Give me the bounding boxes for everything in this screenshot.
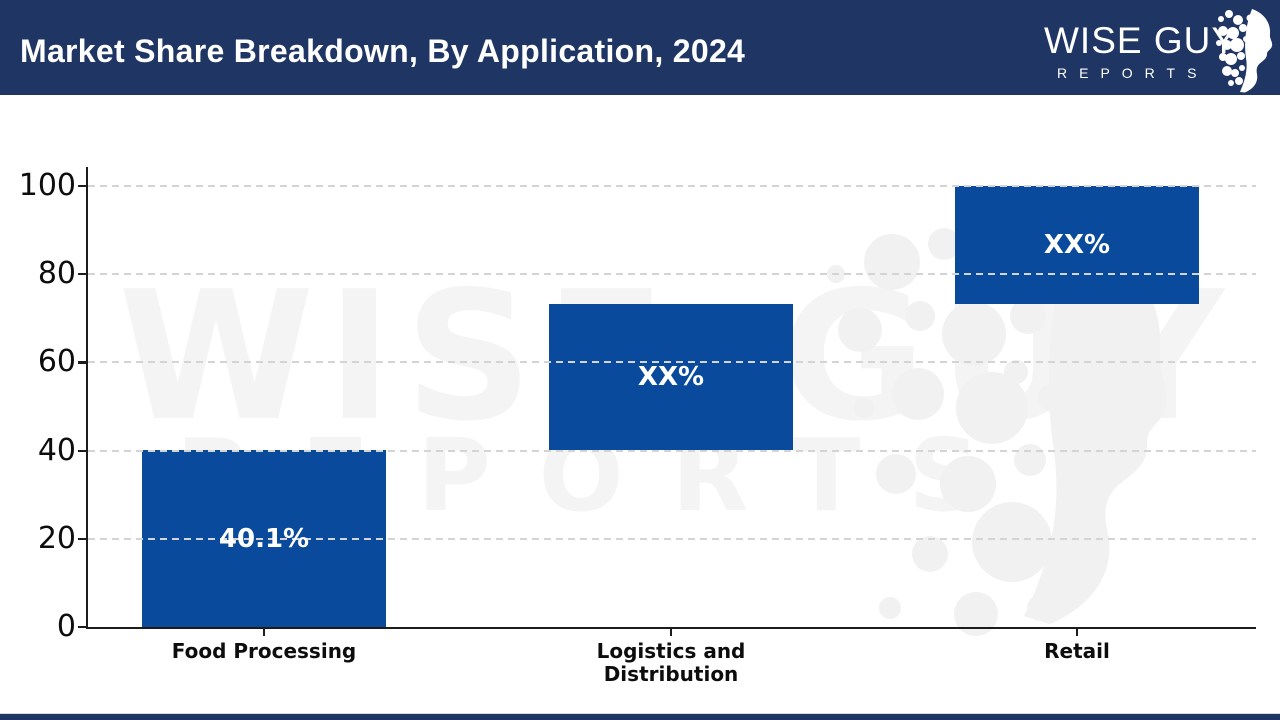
header-bar: Market Share Breakdown, By Application, … [0, 0, 1280, 95]
x-category-label-line: Food Processing [171, 639, 357, 663]
x-axis-spine [86, 626, 1256, 629]
x-tick-mark [670, 628, 673, 636]
y-tick-mark [78, 537, 87, 540]
y-axis-spine [86, 167, 89, 628]
gridline-y100 [88, 185, 1256, 187]
page-title: Market Share Breakdown, By Application, … [20, 33, 746, 69]
y-tick-mark [78, 449, 87, 452]
y-tick-mark [78, 185, 87, 188]
x-category-label: Logistics and Distribution [511, 640, 831, 686]
brand-logo-wordmark: WISE GUY [1044, 20, 1238, 61]
x-tick-mark [1076, 628, 1079, 636]
y-tick-mark [78, 361, 87, 364]
gridline-y40 [88, 449, 1256, 452]
brand-logo: WISE GUY REPORTS [1038, 6, 1276, 93]
footer-bar [0, 714, 1280, 720]
bar-retail [955, 186, 1199, 305]
x-category-label-line: Retail [1044, 639, 1110, 663]
x-tick-mark [263, 628, 266, 636]
x-category-label-line: Distribution [603, 662, 739, 686]
bar-value-label: XX% [637, 362, 705, 393]
x-category-label-line: Logistics and [596, 639, 746, 663]
bar-value-label: XX% [1043, 230, 1111, 261]
watermark-face-icon [827, 228, 1167, 636]
brand-logo-subtext: REPORTS [1057, 65, 1209, 81]
bar-value-label: 40.1% [218, 523, 310, 554]
y-tick-mark [78, 273, 87, 276]
gridline-y60 [88, 361, 1256, 364]
x-category-label: Retail [917, 640, 1237, 663]
y-tick-mark [78, 626, 87, 629]
bar-logistics-and-distribution [549, 304, 793, 451]
y-tick-label: 0 [56, 609, 76, 644]
footer-hairline [0, 713, 1280, 714]
brand-face-icon [1216, 9, 1273, 93]
y-tick-label: 100 [18, 168, 76, 203]
gridline-y20 [88, 537, 1256, 540]
y-tick-label: 80 [37, 256, 76, 292]
y-tick-label: 40 [37, 432, 76, 468]
gridline-y80 [88, 273, 1256, 276]
y-tick-label: 60 [37, 344, 76, 380]
y-tick-label: 20 [37, 520, 76, 556]
x-category-label: Food Processing [104, 640, 424, 663]
